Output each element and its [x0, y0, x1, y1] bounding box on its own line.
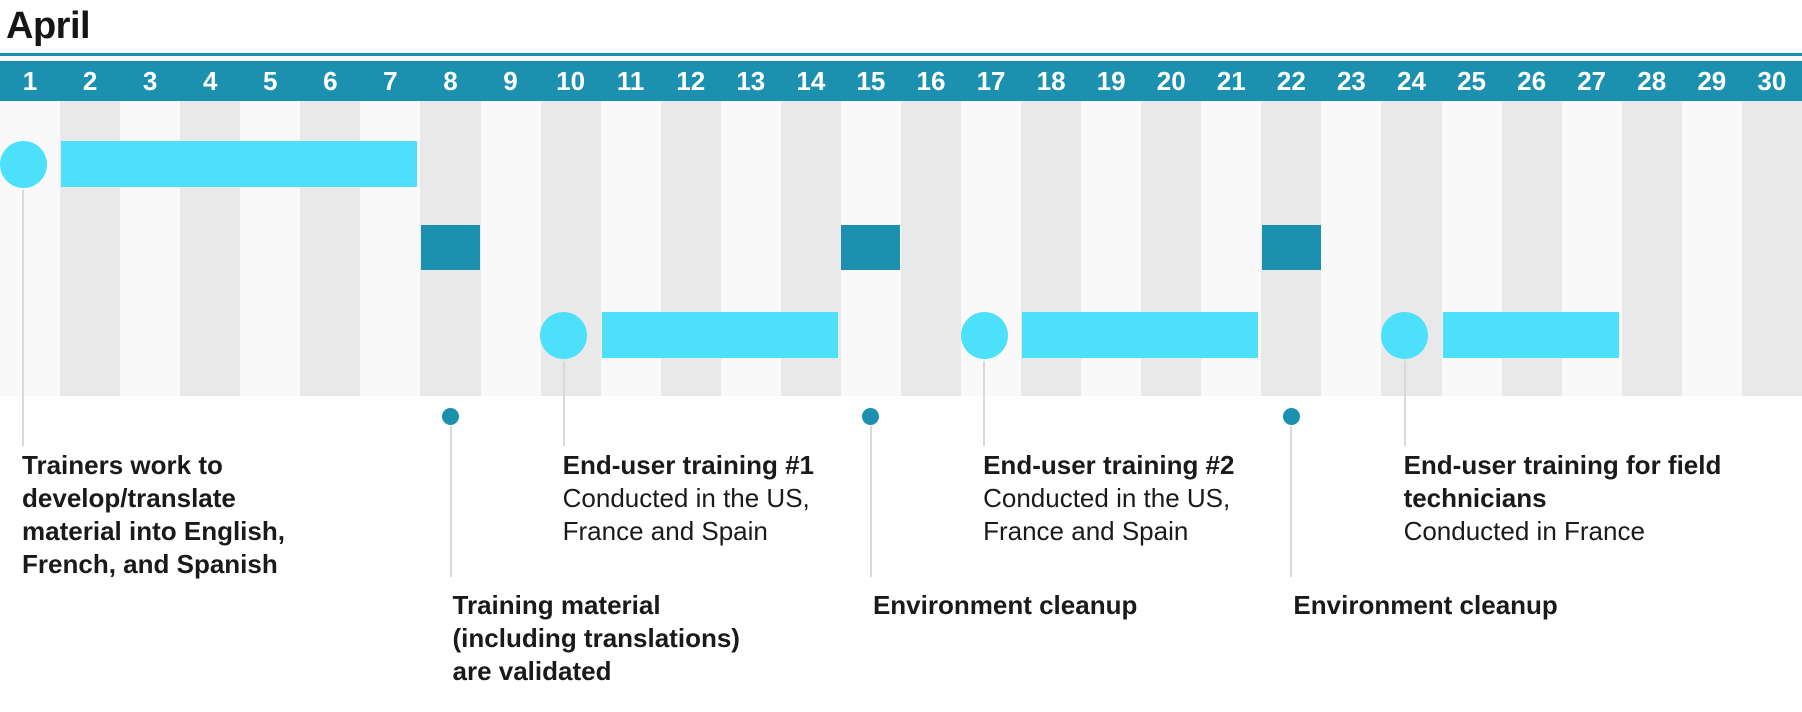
day-header-cell: 29	[1697, 65, 1727, 96]
connector-line	[449, 426, 452, 577]
label-line-bold: French, and Spanish	[22, 549, 278, 579]
label-line-regular: Conducted in the US,	[562, 483, 810, 513]
day-header-cell: 20	[1156, 65, 1186, 96]
milestone-label: Environment cleanup	[1293, 589, 1557, 622]
day-column	[900, 101, 961, 396]
day-header-cell: 27	[1577, 65, 1607, 96]
day-header-cell: 7	[383, 65, 398, 96]
task-start-circle	[1381, 311, 1429, 359]
day-header-cell: 18	[1036, 65, 1066, 96]
label-line-bold: are validated	[452, 656, 612, 686]
calendar-header: 1 2 3 4 5 6 7 8 9 10 11 12 13 14 15 16 17 18 19 20 21 22 23 24 2…	[0, 61, 1802, 101]
day-header-cell: 13	[736, 65, 766, 96]
milestone-square	[421, 225, 480, 270]
day-column	[480, 101, 541, 396]
day-column	[1621, 101, 1682, 396]
day-header-cell: 14	[796, 65, 826, 96]
connector-line	[869, 426, 872, 577]
task-bar	[1022, 312, 1259, 358]
label-line-bold: Environment cleanup	[1293, 590, 1558, 620]
day-header-cell: 22	[1276, 65, 1306, 96]
milestone-square	[841, 225, 901, 270]
day-header-cell: 24	[1397, 65, 1426, 96]
label-line-bold: Training material	[452, 590, 661, 620]
day-header-cell: 10	[556, 65, 586, 96]
milestone-dot	[442, 407, 459, 425]
task-bar	[61, 141, 418, 187]
task-start-circle	[0, 140, 47, 188]
month-accent-line	[0, 53, 1802, 56]
milestone-dot	[862, 407, 880, 425]
day-column	[1321, 101, 1382, 396]
milestone-square	[1261, 225, 1321, 270]
day-header-cell: 16	[916, 65, 946, 96]
connector-line	[1403, 361, 1406, 446]
label-line-bold: End-user training for field	[1403, 450, 1722, 480]
day-header-cell: 19	[1096, 65, 1126, 96]
label-line-bold: End-user training #1	[562, 450, 815, 480]
day-header-cell: 1	[22, 65, 38, 96]
milestone-label: Training material (including translations…	[453, 589, 740, 688]
day-header-cell: 8	[443, 65, 458, 96]
connector-line	[22, 190, 25, 446]
day-header-cell: 12	[676, 65, 706, 96]
label-line-bold: End-user training #2	[983, 450, 1235, 480]
day-header-cell: 25	[1457, 65, 1486, 96]
connector-line	[983, 361, 986, 446]
label-line-bold: Trainers work to	[22, 450, 223, 480]
task-label: Trainers work to develop/translate materia…	[22, 449, 285, 581]
label-line-bold: develop/translate	[22, 483, 236, 513]
label-line-regular: Conducted in the US,	[983, 483, 1231, 513]
task-label: End-user training #2 Conducted in the US,…	[983, 449, 1234, 548]
task-label: End-user training for field technicians Co…	[1404, 449, 1722, 548]
label-line-regular: France and Spain	[562, 516, 768, 546]
label-line-bold: material into English,	[22, 516, 285, 546]
label-line-regular: Conducted in France	[1403, 516, 1645, 546]
day-header-cell: 28	[1637, 65, 1667, 96]
task-start-circle	[540, 311, 588, 359]
milestone-label: Environment cleanup	[873, 589, 1137, 622]
day-header-cell: 11	[616, 65, 645, 96]
label-line-bold: (including translations)	[452, 623, 740, 653]
task-bar	[601, 312, 838, 358]
milestone-dot	[1282, 407, 1300, 425]
day-header-cell: 9	[503, 65, 518, 96]
label-line-bold: Environment cleanup	[872, 590, 1138, 620]
day-header-cell: 2	[82, 65, 98, 96]
day-header-cell: 26	[1517, 65, 1547, 96]
task-label: End-user training #1 Conducted in the US,…	[563, 449, 814, 548]
task-bar	[1442, 312, 1619, 358]
task-start-circle	[960, 311, 1008, 359]
day-column	[1741, 101, 1802, 396]
day-header-cell: 3	[142, 65, 158, 96]
day-header-cell: 15	[856, 65, 886, 96]
connector-line	[1290, 426, 1293, 577]
day-column	[1681, 101, 1742, 396]
day-header-cell: 17	[976, 65, 1006, 96]
day-header-cell: 21	[1216, 65, 1246, 96]
page-title: April	[6, 5, 91, 47]
label-line-bold: technicians	[1403, 483, 1547, 513]
day-header-cell: 6	[323, 65, 338, 96]
connector-line	[562, 361, 565, 446]
day-header-cell: 23	[1336, 65, 1366, 96]
day-header-cell: 30	[1757, 65, 1787, 96]
label-line-regular: France and Spain	[983, 516, 1189, 546]
day-header-cell: 4	[202, 65, 218, 96]
day-header-cell: 5	[263, 65, 278, 96]
